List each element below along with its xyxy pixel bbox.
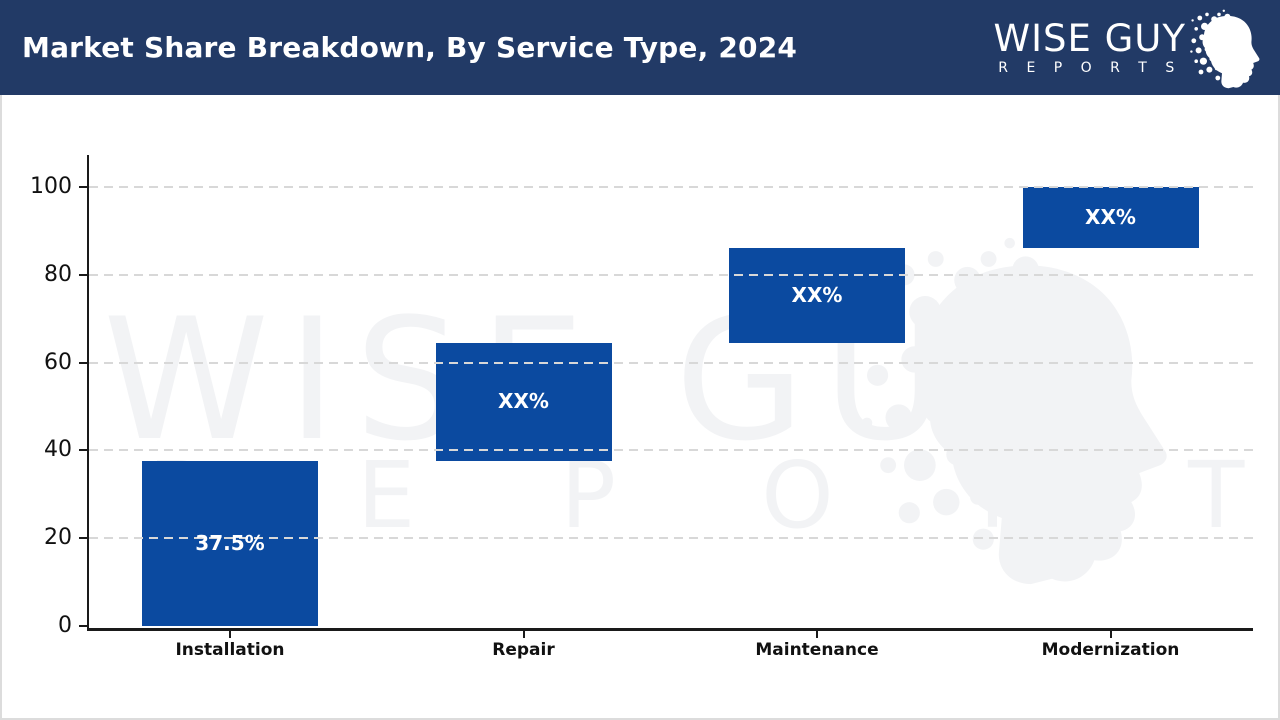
logo-wordmark: WISE GUY R E P O R T S bbox=[994, 20, 1186, 75]
gridline-100 bbox=[89, 186, 1253, 188]
y-tick-label-80: 80 bbox=[44, 261, 72, 287]
y-tick-label-0: 0 bbox=[58, 613, 72, 638]
y-tick-label-20: 20 bbox=[44, 525, 72, 551]
logo-line2: R E P O R T S bbox=[998, 60, 1182, 76]
gridline-80 bbox=[89, 273, 1253, 276]
x-tick-mark-modernization bbox=[1109, 631, 1112, 638]
x-tick-label-modernization: Modernization bbox=[1041, 640, 1180, 660]
bar-maintenance bbox=[729, 248, 905, 343]
chart-title: Market Share Breakdown, By Service Type,… bbox=[22, 31, 798, 64]
gridline-60 bbox=[89, 361, 1253, 364]
bar-value-label: 37.5% bbox=[195, 530, 265, 555]
dotted-face-icon bbox=[1188, 6, 1262, 90]
bar-value-label: XX% bbox=[791, 282, 843, 307]
y-tick-mark-80 bbox=[79, 273, 88, 276]
x-axis-spine bbox=[87, 628, 1253, 631]
bar-modernization bbox=[1022, 187, 1199, 249]
y-tick-mark-20 bbox=[79, 537, 88, 540]
gridline-20 bbox=[89, 537, 1253, 540]
x-tick-mark-repair bbox=[522, 631, 525, 638]
y-tick-mark-60 bbox=[79, 361, 88, 364]
wiseguy-logo: WISE GUY R E P O R T S bbox=[994, 6, 1262, 90]
bar-installation bbox=[142, 461, 318, 626]
bar-value-label: XX% bbox=[498, 389, 549, 414]
gridline-40 bbox=[89, 449, 1253, 452]
header-banner: Market Share Breakdown, By Service Type,… bbox=[0, 0, 1280, 95]
y-tick-mark-0 bbox=[79, 625, 88, 627]
x-tick-label-installation: Installation bbox=[175, 640, 285, 660]
y-tick-label-100: 100 bbox=[30, 174, 72, 199]
x-tick-label-maintenance: Maintenance bbox=[755, 640, 879, 660]
y-tick-label-40: 40 bbox=[44, 437, 72, 463]
y-tick-mark-40 bbox=[79, 449, 88, 452]
x-tick-mark-maintenance bbox=[816, 631, 818, 638]
x-tick-mark-installation bbox=[229, 631, 231, 638]
y-tick-label-60: 60 bbox=[44, 349, 72, 375]
bar-value-label: XX% bbox=[1085, 204, 1136, 229]
y-tick-mark-100 bbox=[79, 186, 88, 188]
logo-line1: WISE GUY bbox=[993, 17, 1186, 60]
y-axis-spine bbox=[87, 155, 89, 630]
x-tick-label-repair: Repair bbox=[492, 640, 555, 660]
